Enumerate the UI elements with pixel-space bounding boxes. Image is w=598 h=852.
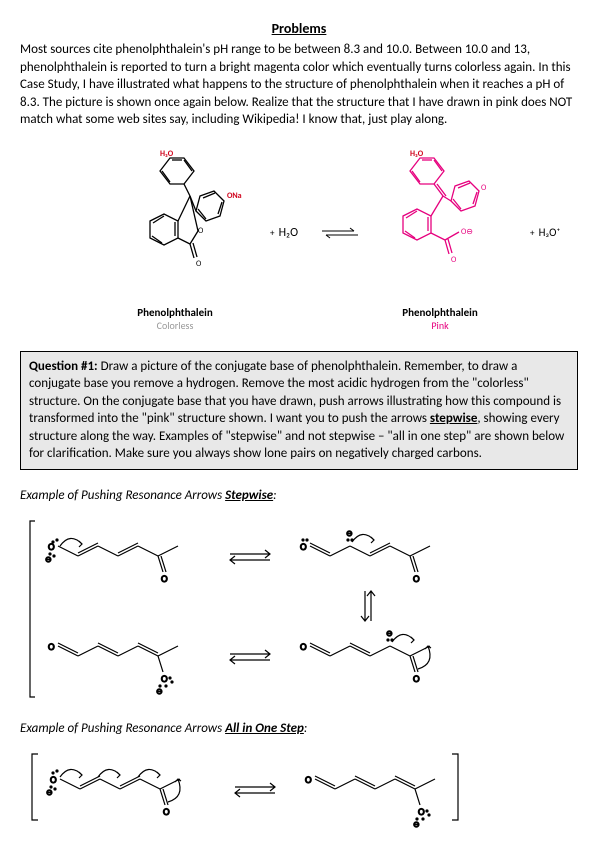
question-lead: Question #1: [29,359,98,374]
molecule-right: H₃O O O⊖ O [355,146,525,301]
svg-text:⊖: ⊖ [46,788,53,798]
stepwise-word: stepwise [430,411,477,426]
o-ring-label: O [198,226,204,236]
intro-paragraph: Most sources cite phenolphthalein's pH r… [20,41,578,129]
svg-text:⊖: ⊖ [413,820,420,830]
svg-text:O: O [50,773,57,786]
ho-label: H₃O [160,149,174,159]
svg-text:⊖: ⊖ [45,555,52,565]
svg-text:⊖: ⊖ [386,629,393,639]
svg-text:O: O [48,640,55,653]
svg-text:O: O [300,640,307,653]
reaction-figure: H₃O ONa O O + H₂O [20,141,578,341]
svg-text:⊖: ⊖ [346,529,353,539]
svg-text:O: O [161,672,168,685]
svg-text:O: O [413,572,420,585]
molecule-left: H₃O ONa O O [90,146,260,301]
equilibrium-arrow [320,226,360,240]
ona-label: ONa [227,191,242,201]
ho-label-right: H₃O [410,149,424,159]
stepwise-diagram: O ⊖ O O [20,509,578,709]
o-minus: O⊖ [461,227,473,237]
o-right: O [481,183,487,193]
svg-text:O: O [48,540,55,553]
svg-text:O: O [413,672,420,685]
plus-h2o: + H₂O [270,226,298,240]
question-box: Question #1: Draw a picture of the conju… [20,351,578,470]
svg-text:O: O [163,805,170,818]
left-mol-sub: Colorless [125,319,225,332]
example1-heading: Example of Pushing Resonance Arrows Step… [20,488,578,503]
svg-text:O: O [300,540,307,553]
right-mol-name: Phenolphthalein [390,306,490,319]
svg-text:O: O [418,805,425,818]
example2-heading: Example of Pushing Resonance Arrows All … [20,721,578,736]
page-title: Problems [20,20,578,37]
o-bottom: O [451,255,457,265]
o-label: O [196,259,202,269]
right-mol-sub: Pink [390,319,490,332]
left-mol-name: Phenolphthalein [125,306,225,319]
svg-text:O: O [305,773,312,786]
svg-text:⊖: ⊖ [156,687,163,697]
allinone-diagram: O ⊖ O O [20,742,578,832]
svg-text:O: O [161,572,168,585]
plus-h3o: + H₃O⁺ [530,226,560,239]
